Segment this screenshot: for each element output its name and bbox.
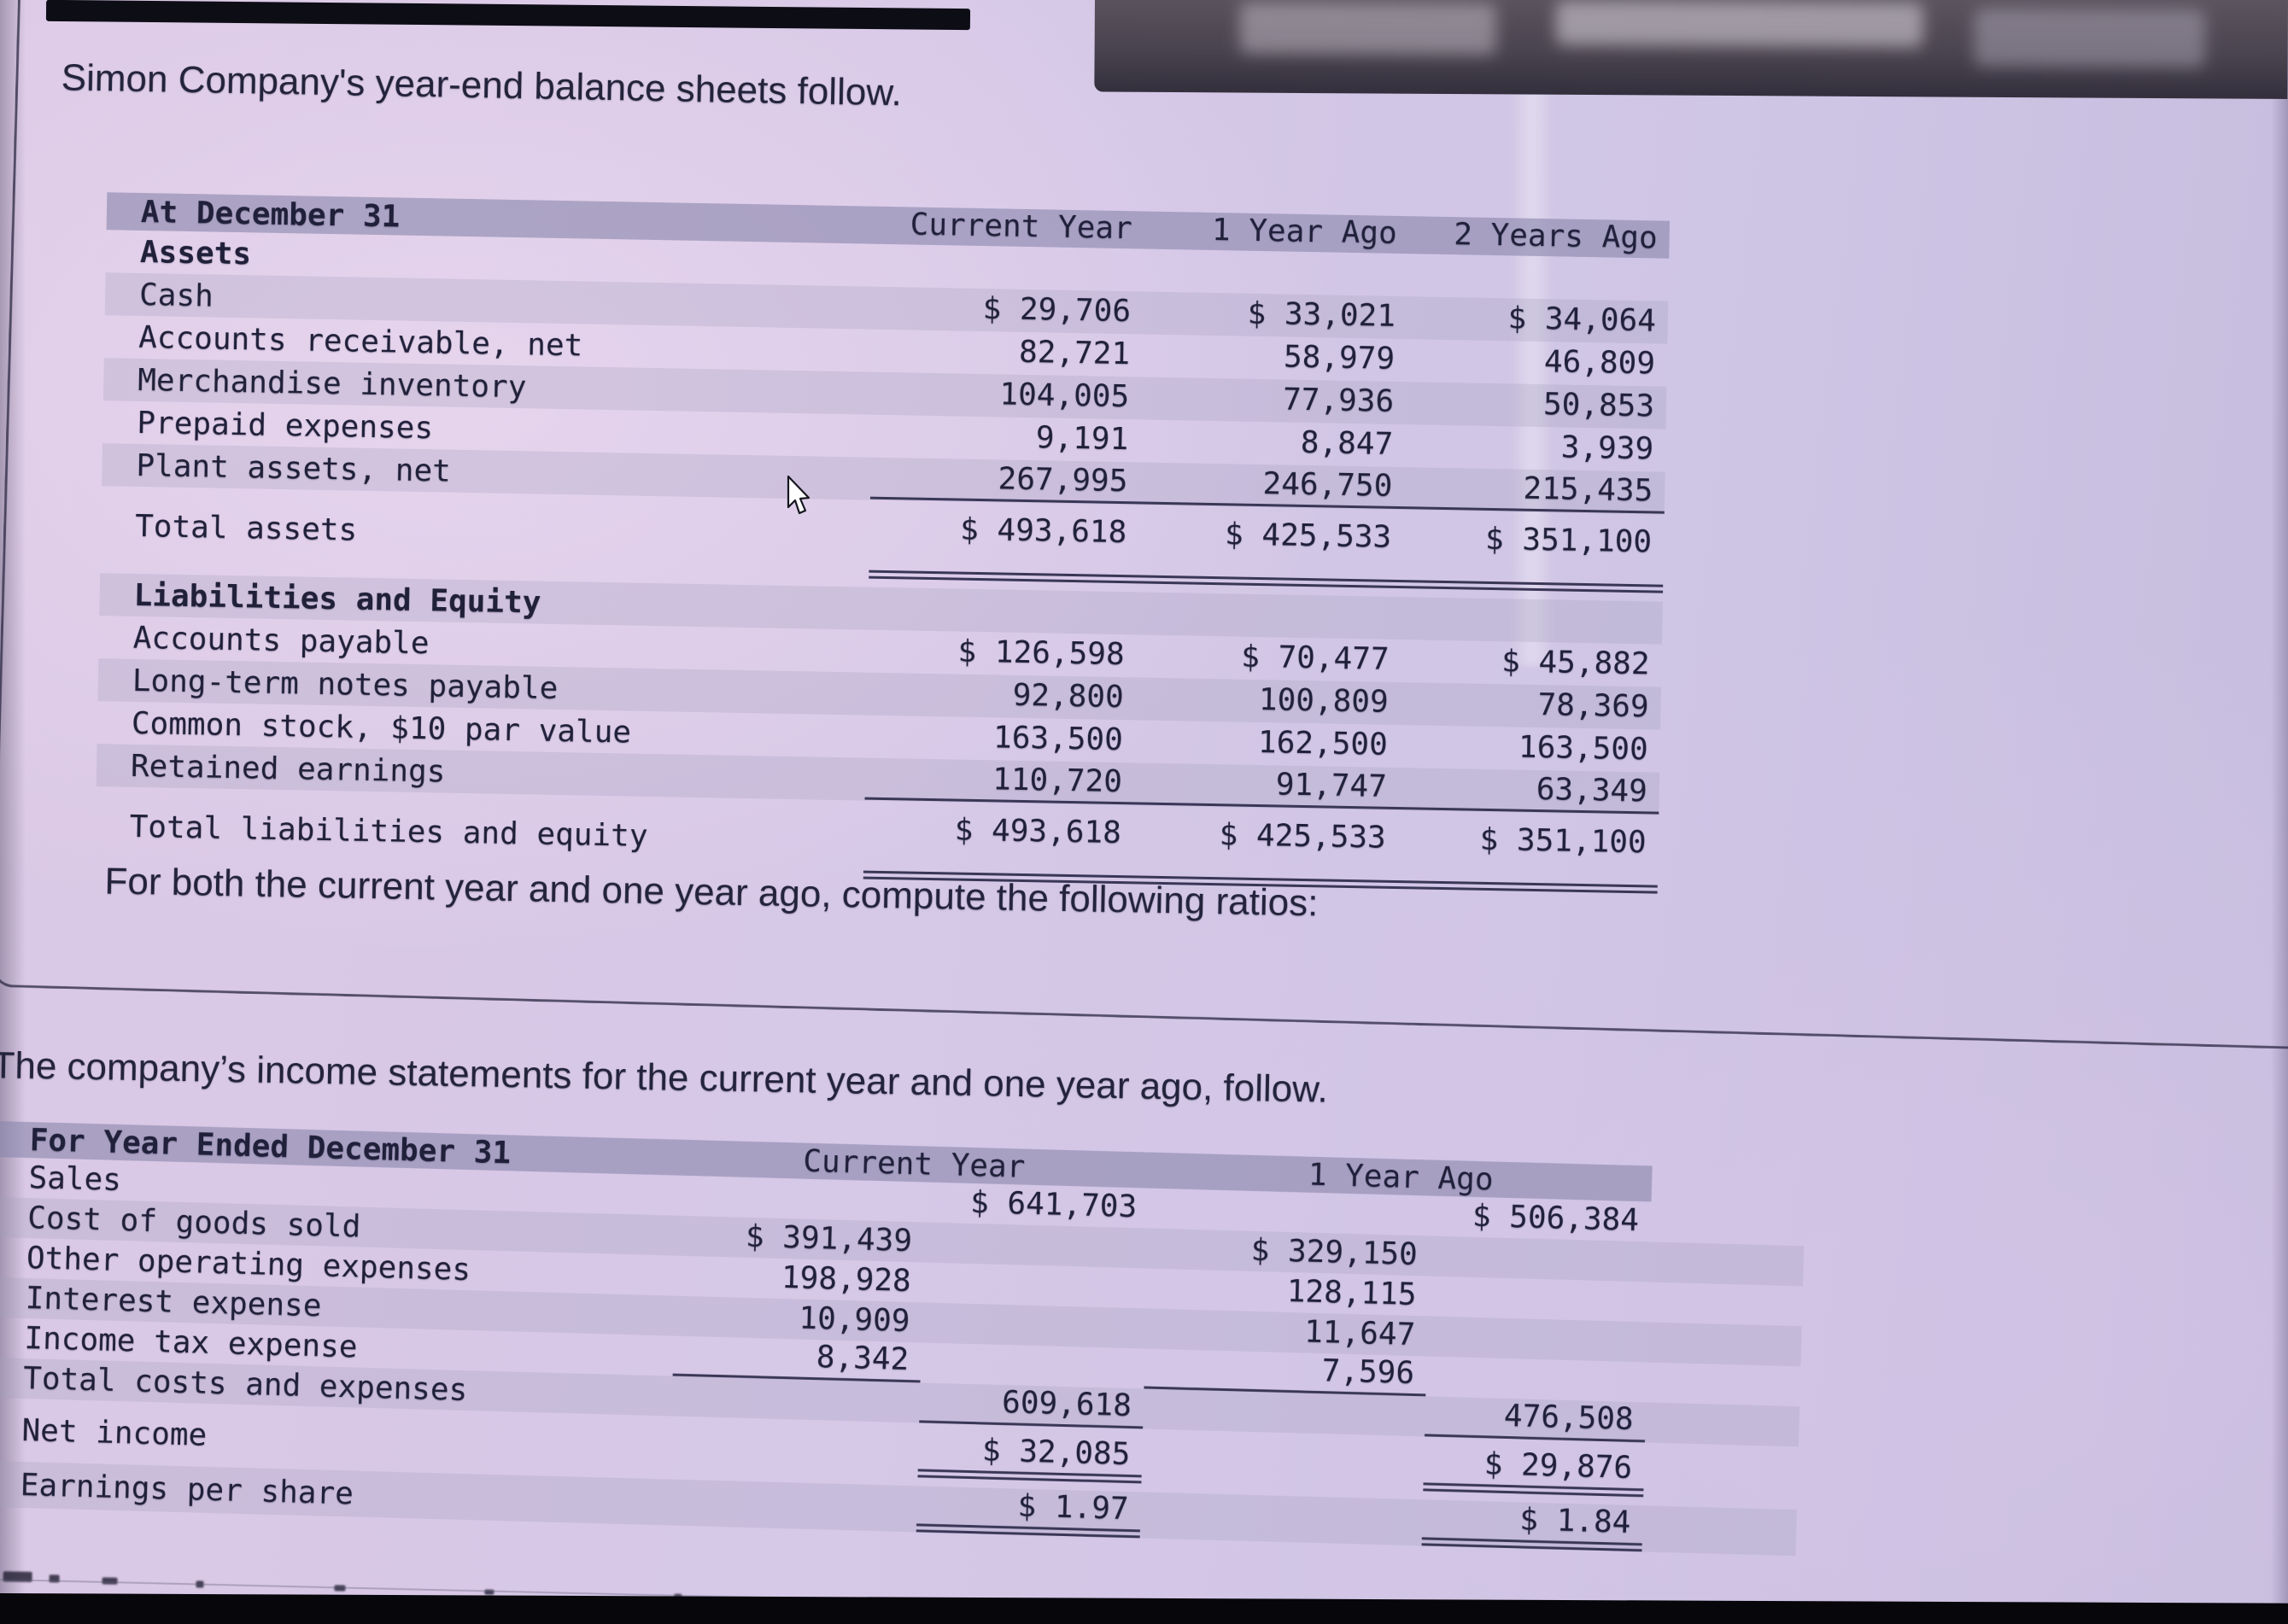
val-cy-detail: 198,928 <box>781 1259 912 1299</box>
val-cy-detail: 10,909 <box>798 1300 911 1339</box>
val-2-years-ago: 3,939 <box>1560 429 1654 467</box>
val-current-year: $ 126,598 <box>957 634 1126 673</box>
val-cy-total: $ 1.97 <box>916 1486 1142 1539</box>
val-current-year: 9,191 <box>1035 420 1129 458</box>
val-2-years-ago: $ 45,882 <box>1501 644 1650 682</box>
val-py-total: $ 1.84 <box>1421 1499 1643 1552</box>
income-statement-intro-text: The company’s income statements for the … <box>0 1043 1329 1111</box>
val-cy-total: 609,618 <box>919 1382 1144 1429</box>
val-2-years-ago: 63,349 <box>1398 768 1660 815</box>
val-current-year: 163,500 <box>992 720 1124 758</box>
val-1-year-ago: 162,500 <box>1257 725 1389 762</box>
val-py-total: 476,508 <box>1425 1396 1647 1443</box>
val-current-year: 267,995 <box>869 459 1140 504</box>
col-header-current-year: Current Year <box>910 207 1133 247</box>
photo-glare-streak <box>1510 0 1554 666</box>
val-1-year-ago: 8,847 <box>1300 424 1394 462</box>
mouse-cursor <box>787 475 810 515</box>
val-current-year: 82,721 <box>1018 334 1131 372</box>
val-2-years-ago: 78,369 <box>1537 687 1649 725</box>
col-header-1-year-ago: 1 Year Ago <box>1211 212 1398 251</box>
val-2-years-ago: 215,435 <box>1403 468 1665 514</box>
balance-sheet-table: At December 31 Current Year 1 Year Ago 2… <box>95 192 1671 894</box>
val-2-years-ago: $ 351,100 <box>1396 810 1659 894</box>
val-1-year-ago: $ 70,477 <box>1240 639 1390 677</box>
row-label: Total liabilities and equity <box>129 809 648 854</box>
val-current-year: $ 493,618 <box>869 499 1139 584</box>
val-py-total: $ 29,876 <box>1423 1445 1645 1498</box>
val-cy-detail: $ 391,439 <box>745 1218 913 1259</box>
val-cy-total: $ 641,703 <box>969 1184 1138 1224</box>
val-1-year-ago: $ 425,533 <box>1138 505 1404 589</box>
val-1-year-ago: 246,750 <box>1138 463 1405 509</box>
val-1-year-ago: $ 33,021 <box>1247 295 1396 334</box>
val-py-detail: $ 329,150 <box>1250 1232 1419 1272</box>
val-2-years-ago: 50,853 <box>1542 387 1655 424</box>
glare-blob <box>1239 2 1496 55</box>
glare-blob <box>1555 0 1923 48</box>
val-cy-detail: 8,342 <box>672 1335 922 1383</box>
col-header-2-years-ago: 2 Years Ago <box>1453 217 1659 256</box>
val-cy-total: $ 32,085 <box>917 1431 1143 1484</box>
val-2-years-ago: $ 351,100 <box>1402 510 1665 593</box>
val-py-detail: 128,115 <box>1286 1273 1418 1312</box>
val-current-year: $ 29,706 <box>982 291 1132 330</box>
val-current-year: 110,720 <box>864 759 1135 804</box>
val-py-detail: 7,596 <box>1144 1348 1427 1397</box>
val-2-years-ago: 163,500 <box>1518 729 1649 768</box>
val-1-year-ago: 58,979 <box>1283 339 1396 377</box>
val-1-year-ago: 100,809 <box>1258 682 1390 720</box>
val-current-year: 92,800 <box>1012 677 1125 716</box>
val-py-detail: 11,647 <box>1303 1314 1416 1352</box>
top-right-dark-region <box>1094 0 2288 99</box>
row-label: Earnings per share <box>20 1467 354 1511</box>
val-2-years-ago: $ 34,064 <box>1507 301 1657 339</box>
val-current-year: 104,005 <box>999 377 1130 415</box>
income-statement-table: For Year Ended December 31 Current Year … <box>0 1121 1806 1557</box>
val-py-total: $ 506,384 <box>1472 1198 1640 1238</box>
val-1-year-ago: 77,936 <box>1282 382 1395 419</box>
val-1-year-ago: 91,747 <box>1133 763 1400 809</box>
val-2-years-ago: 46,809 <box>1543 344 1656 382</box>
val-current-year: $ 493,618 <box>863 800 1134 885</box>
glare-blob <box>1974 8 2205 68</box>
photo-right-edge-shadow <box>2271 0 2288 1624</box>
row-label: Total assets <box>134 508 358 548</box>
val-1-year-ago: $ 425,533 <box>1132 805 1399 890</box>
row-label: Net income <box>21 1412 208 1453</box>
photo-left-vignette <box>0 0 26 1624</box>
